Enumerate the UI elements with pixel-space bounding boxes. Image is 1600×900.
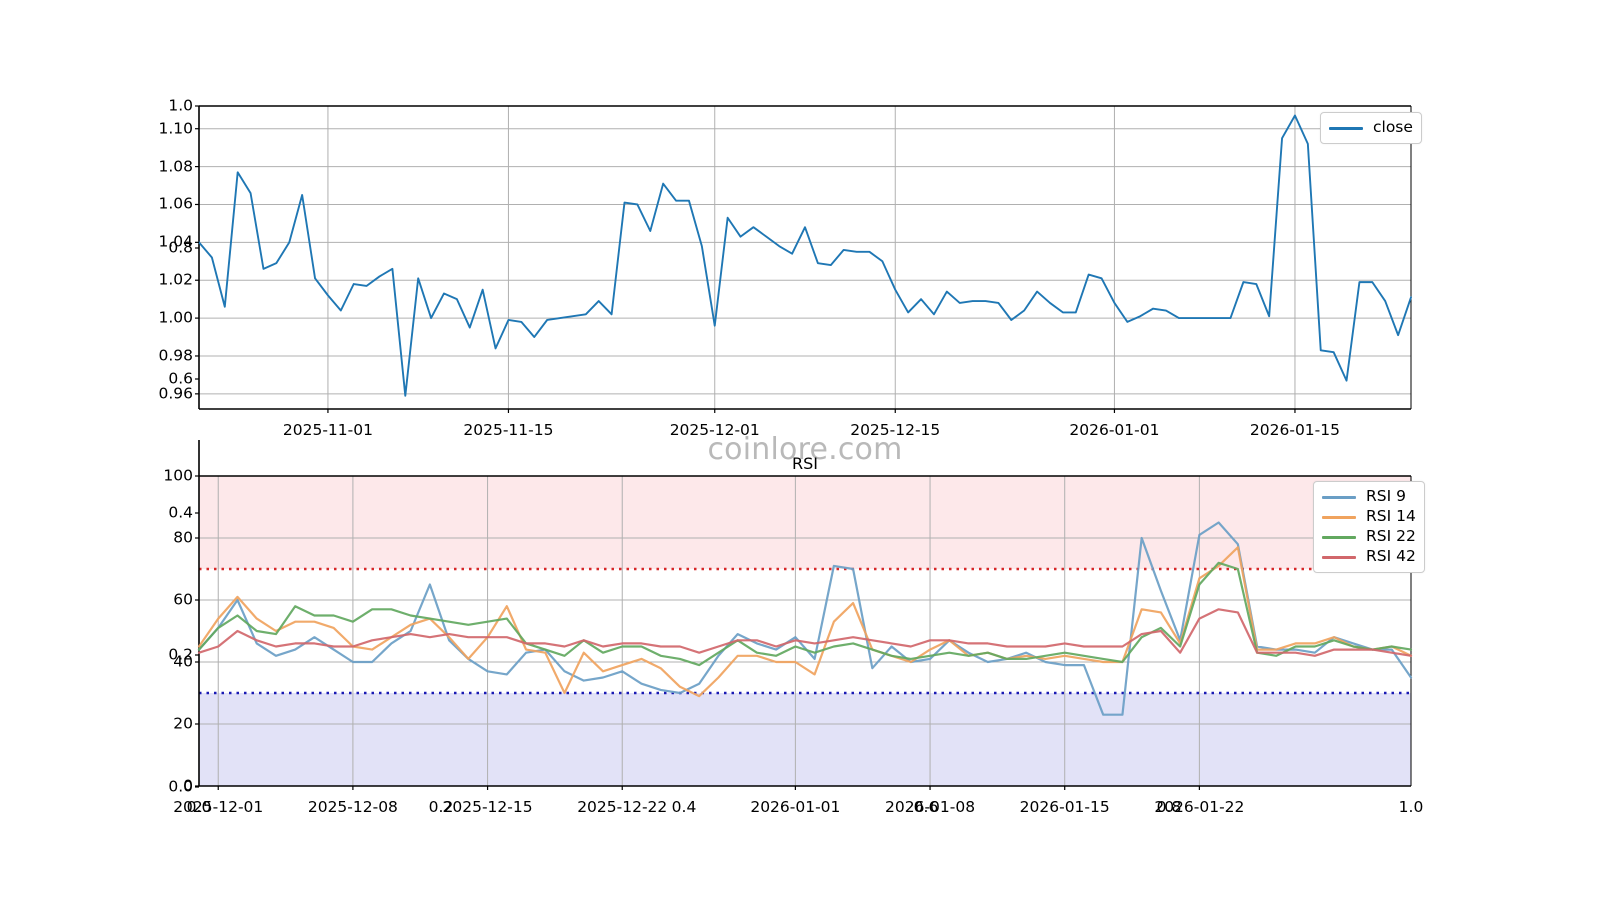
rsi-xtick-label: 2025-12-22 [577, 798, 668, 816]
price-ytick-label: 1.02 [158, 270, 193, 289]
rsi-ytick-label: 20 [173, 714, 193, 733]
rsi-xtick-label: 2026-01-01 [750, 798, 841, 816]
price-ytick-label: 1.06 [158, 194, 193, 213]
price-xtick-label: 2025-12-15 [850, 421, 941, 439]
oversold-band [199, 693, 1411, 786]
legend-item-rsi-14[interactable]: RSI 14 [1322, 507, 1416, 527]
price-ytick-overlay-label: 0.8 [168, 238, 193, 257]
legend-swatch-icon [1322, 555, 1356, 559]
rsi-ytick-label: 100 [163, 466, 193, 485]
rsi-xtick-label: 2025-12-15 [442, 798, 533, 816]
price-xtick-label: 2025-11-01 [282, 421, 373, 439]
price-ytick-label: 0.96 [158, 384, 193, 403]
rsi-ytick-label: 60 [173, 590, 193, 609]
watermark: coinlore.com [707, 432, 903, 467]
price-ytick-overlay-label: 1.0 [168, 96, 193, 115]
legend-item-close[interactable]: close [1329, 118, 1413, 138]
rsi-ytick-overlay-label: 0.2 [168, 645, 193, 664]
rsi-ytick-label: 0 [183, 776, 193, 795]
legend-swatch-icon [1322, 535, 1356, 539]
price-xtick-label: 2025-11-15 [463, 421, 554, 439]
rsi-22-line [197, 561, 1413, 667]
legend-item-rsi-22[interactable]: RSI 22 [1322, 527, 1416, 547]
price-legend[interactable]: close [1320, 112, 1422, 144]
legend-label: RSI 9 [1366, 487, 1406, 506]
rsi-xtick-overlay-label: 0.8 [1156, 798, 1182, 816]
rsi-panel-title: RSI [792, 454, 818, 473]
rsi-ytick-overlay-label: 0.4 [168, 503, 193, 522]
legend-item-rsi-9[interactable]: RSI 9 [1322, 487, 1416, 507]
rsi-ytick-label: 40 [173, 652, 193, 671]
legend-label: RSI 22 [1366, 527, 1416, 546]
overbought-band [199, 476, 1411, 569]
price-ytick-label: 1.10 [158, 118, 193, 137]
rsi-xtick-overlay-label: 0.4 [671, 798, 697, 816]
legend-label: RSI 42 [1366, 547, 1416, 566]
rsi-xtick-overlay-label: 1.0 [1398, 798, 1424, 816]
rsi-plot-svg [195, 440, 1413, 790]
price-plot-svg [195, 105, 1412, 413]
legend-swatch-icon [1322, 515, 1356, 519]
rsi-xtick-label: 2025-12-08 [307, 798, 398, 816]
rsi-chart-panel [0, 440, 1600, 900]
rsi-xtick-overlay-label: 0.2 [428, 798, 454, 816]
legend-item-rsi-42[interactable]: RSI 42 [1322, 547, 1416, 567]
rsi-ytick-label: 80 [173, 528, 193, 547]
price-ytick-label: 1.00 [158, 308, 193, 327]
price-xtick-label: 2026-01-01 [1069, 421, 1160, 439]
legend-swatch-icon [1329, 126, 1363, 130]
legend-label: RSI 14 [1366, 507, 1416, 526]
rsi-legend[interactable]: RSI 9 RSI 14 RSI 22 RSI 42 [1313, 481, 1425, 573]
rsi-xtick-label: 2026-01-22 [1154, 798, 1245, 816]
price-chart-panel [0, 0, 1600, 415]
rsi-42-line [197, 608, 1413, 657]
rsi-xtick-label: 2026-01-08 [885, 798, 976, 816]
price-ytick-overlay-label: 0.6 [168, 369, 193, 388]
price-ytick-label: 0.98 [158, 346, 193, 365]
price-xtick-label: 2025-12-01 [669, 421, 760, 439]
rsi-9-line [197, 521, 1413, 716]
price-ytick-label: 1.08 [158, 156, 193, 175]
rsi-xtick-label: 2025-12-01 [173, 798, 264, 816]
price-ytick-label: 1.04 [158, 232, 193, 251]
rsi-ytick-overlay-label: 0.0 [168, 777, 193, 796]
close-price-line [198, 114, 1412, 397]
price-xtick-label: 2026-01-15 [1249, 421, 1340, 439]
rsi-xtick-label: 2026-01-15 [1019, 798, 1110, 816]
legend-label: close [1373, 118, 1413, 137]
legend-swatch-icon [1322, 495, 1356, 499]
rsi-xtick-overlay-label: 0.6 [913, 798, 939, 816]
rsi-xtick-overlay-label: 0.0 [186, 798, 212, 816]
